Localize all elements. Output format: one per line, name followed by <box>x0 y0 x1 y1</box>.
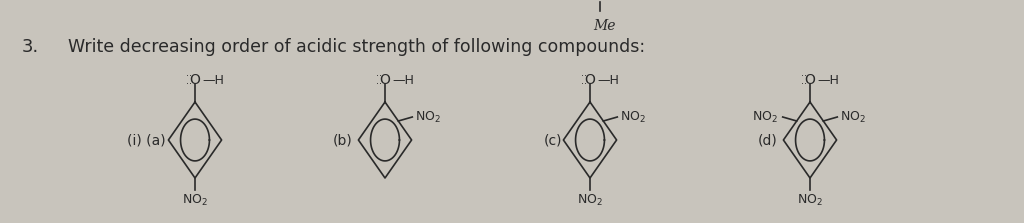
Text: NO$_2$: NO$_2$ <box>578 192 603 208</box>
Text: ··: ·· <box>581 79 587 89</box>
Text: O: O <box>380 73 390 87</box>
Text: ··: ·· <box>801 79 807 89</box>
Text: ··: ·· <box>581 71 587 81</box>
Text: NO$_2$: NO$_2$ <box>182 192 208 208</box>
Text: (d): (d) <box>758 133 778 147</box>
Text: NO$_2$: NO$_2$ <box>752 109 777 125</box>
Text: (b): (b) <box>333 133 352 147</box>
Text: NO$_2$: NO$_2$ <box>797 192 823 208</box>
Text: Me: Me <box>593 19 615 33</box>
Text: O: O <box>585 73 595 87</box>
Text: 3.: 3. <box>22 38 39 56</box>
Text: NO$_2$: NO$_2$ <box>416 109 441 125</box>
Text: NO$_2$: NO$_2$ <box>841 109 866 125</box>
Text: NO$_2$: NO$_2$ <box>621 109 646 125</box>
Text: (i) (a): (i) (a) <box>127 133 166 147</box>
Text: ··: ·· <box>376 71 382 81</box>
Text: ··: ·· <box>186 71 193 81</box>
Text: ··: ·· <box>376 79 382 89</box>
Text: O: O <box>805 73 815 87</box>
Text: —H: —H <box>817 74 839 87</box>
Text: O: O <box>189 73 201 87</box>
Text: ··: ·· <box>801 71 807 81</box>
Text: (c): (c) <box>544 133 562 147</box>
Text: Write decreasing order of acidic strength of following compounds:: Write decreasing order of acidic strengt… <box>68 38 645 56</box>
Text: ··: ·· <box>186 79 193 89</box>
Text: —H: —H <box>202 74 224 87</box>
Text: —H: —H <box>392 74 414 87</box>
Text: —H: —H <box>597 74 618 87</box>
